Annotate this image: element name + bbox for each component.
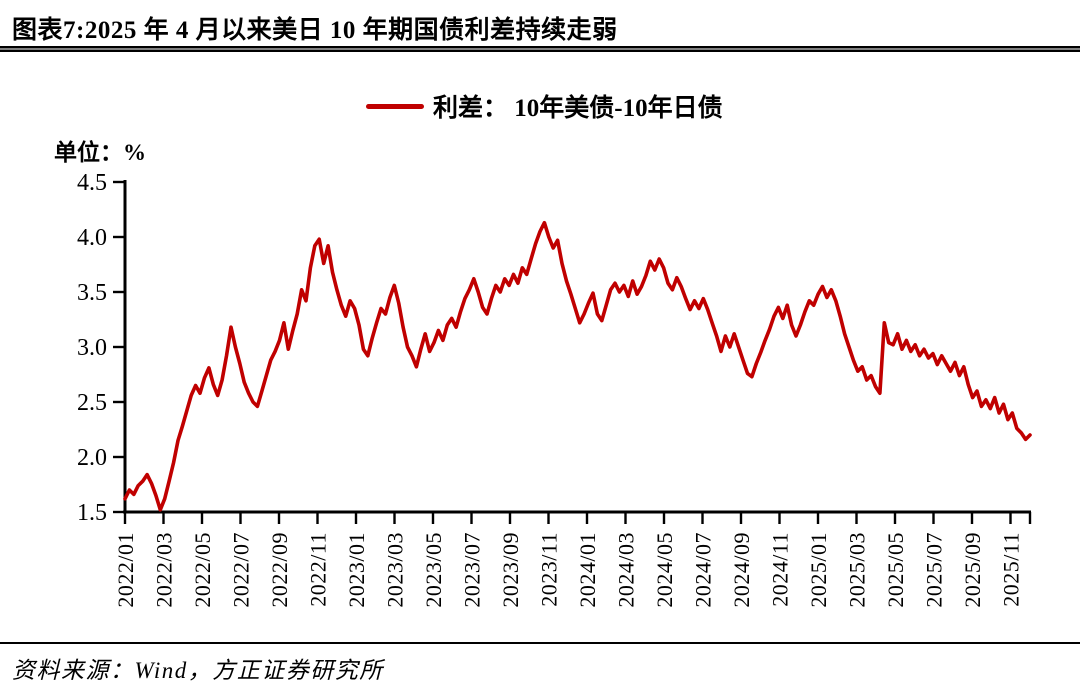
x-tick-label: 2023/09 (498, 532, 523, 608)
x-tick-label: 2022/09 (267, 532, 292, 608)
axes (123, 180, 1031, 514)
x-tick-label: 2023/11 (537, 532, 562, 607)
legend-label: 利差： 10年美债-10年日债 (433, 95, 723, 122)
title-divider (0, 46, 1080, 52)
x-tick-label: 2024/01 (575, 532, 600, 608)
x-tick-label: 2024/09 (729, 532, 754, 608)
y-tick-label: 4.0 (77, 225, 107, 251)
y-tick-label: 2.5 (77, 390, 107, 416)
x-tick-label: 2022/07 (229, 532, 254, 608)
x-tick-label: 2025/05 (883, 532, 908, 608)
legend-line-swatch-icon (366, 103, 424, 109)
y-tick-label: 4.5 (77, 170, 107, 196)
y-tick-label: 3.5 (77, 280, 107, 306)
footer-divider (0, 642, 1080, 644)
x-tick-label: 2022/11 (306, 532, 331, 607)
series-line (123, 220, 1032, 512)
x-tick-label: 2024/11 (768, 532, 793, 607)
x-tick-label: 2025/09 (960, 532, 985, 608)
x-tick-label: 2022/05 (190, 532, 215, 608)
x-tick-label: 2022/01 (113, 532, 138, 608)
x-tick-label: 2022/03 (152, 532, 177, 608)
y-axis-unit-label: 单位：% (54, 140, 146, 165)
x-tick-label: 2023/01 (344, 532, 369, 608)
x-tick-label: 2024/07 (691, 532, 716, 608)
x-tick-label: 2024/03 (614, 532, 639, 608)
x-axis-ticks: 2022/01 2022/03 2022/05 2022/07 2022/09 2022/… (113, 512, 1032, 608)
series-group (123, 220, 1032, 512)
x-tick-label: 2025/07 (922, 532, 947, 608)
legend: 利差： 10年美债-10年日债 (366, 88, 723, 124)
x-tick-label: 2025/01 (806, 532, 831, 608)
y-tick-label: 2.0 (77, 445, 107, 471)
x-tick-label: 2023/07 (460, 532, 485, 608)
x-tick-label: 2025/03 (845, 532, 870, 608)
source-text: 资料来源：Wind，方正证券研究所 (12, 658, 384, 683)
y-tick-label: 1.5 (77, 500, 107, 526)
x-tick-label: 2024/05 (652, 532, 677, 608)
x-tick-label: 2023/05 (421, 532, 446, 608)
y-tick-label: 3.0 (77, 335, 107, 361)
chart-title: 图表7:2025 年 4 月以来美日 10 年期国债利差持续走弱 (12, 17, 618, 44)
x-tick-label: 2023/03 (383, 532, 408, 608)
x-tick-label: 2025/11 (999, 532, 1024, 607)
y-axis-ticks: 4.5 4.0 3.5 3.0 2.5 2.0 1.5 (77, 170, 125, 526)
